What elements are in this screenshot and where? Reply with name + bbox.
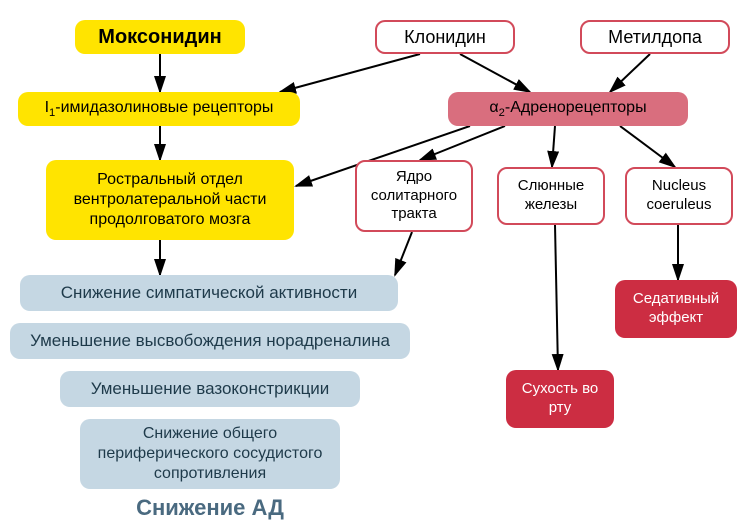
node-sedative-label: Седативный эффект: [623, 290, 729, 328]
node-salivary-label: Слюнные железы: [507, 177, 595, 215]
node-clonidine: Клонидин: [375, 20, 515, 54]
node-a2: α2-Адренорецепторы: [448, 92, 688, 126]
node-symp: Снижение симпатической активности: [20, 275, 398, 311]
edge-methyldopa-a2: [610, 54, 650, 92]
node-vaso-label: Уменьшение вазоконстрикции: [91, 378, 330, 399]
node-tpr: Снижение общего периферического сосудист…: [80, 419, 340, 489]
node-nucleus-label: Nucleus coeruleus: [635, 177, 723, 215]
edge-a2-nucleus: [620, 126, 675, 167]
node-salivary: Слюнные железы: [497, 167, 605, 225]
node-nor: Уменьшение высвобождения норадреналина: [10, 323, 410, 359]
node-moxonidine: Моксонидин: [75, 20, 245, 54]
node-methyldopa-label: Метилдопа: [608, 26, 702, 49]
node-vaso: Уменьшение вазоконстрикции: [60, 371, 360, 407]
node-dryness: Сухость во рту: [506, 370, 614, 428]
node-a2-label: α2-Адренорецепторы: [489, 98, 646, 120]
edge-salivary-dryness: [555, 225, 558, 370]
node-i1-label: I1-имидазолиновые рецепторы: [45, 98, 274, 120]
node-i1: I1-имидазолиновые рецепторы: [18, 92, 300, 126]
node-moxonidine-label: Моксонидин: [98, 25, 221, 50]
node-dryness-label: Сухость во рту: [514, 380, 606, 418]
edge-a2-salivary: [552, 126, 555, 167]
node-clonidine-label: Клонидин: [404, 26, 486, 49]
node-rostral: Ростральный отдел вентролатеральной част…: [46, 160, 294, 240]
node-nucleus: Nucleus coeruleus: [625, 167, 733, 225]
edge-a2-solitary: [420, 126, 505, 160]
node-solitary-label: Ядро солитарного тракта: [365, 168, 463, 224]
node-solitary: Ядро солитарного тракта: [355, 160, 473, 232]
edge-solitary-symp: [395, 232, 412, 275]
edge-clonidine-i1: [280, 54, 420, 92]
node-bp-label: Снижение АД: [136, 494, 284, 522]
node-sedative: Седативный эффект: [615, 280, 737, 338]
node-methyldopa: Метилдопа: [580, 20, 730, 54]
node-tpr-label: Снижение общего периферического сосудист…: [88, 424, 332, 484]
node-rostral-label: Ростральный отдел вентролатеральной част…: [54, 170, 286, 230]
node-bp: Снижение АД: [100, 494, 320, 522]
node-symp-label: Снижение симпатической активности: [61, 282, 357, 303]
edge-clonidine-a2: [460, 54, 530, 92]
node-nor-label: Уменьшение высвобождения норадреналина: [30, 330, 390, 351]
